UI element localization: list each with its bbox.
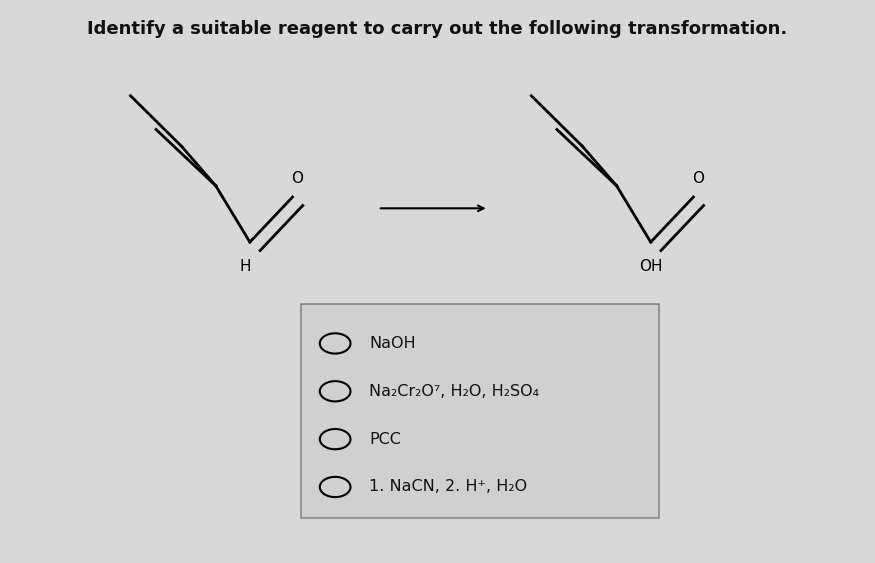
Text: H: H (240, 259, 251, 274)
Text: OH: OH (639, 259, 662, 274)
FancyBboxPatch shape (301, 304, 659, 518)
Text: PCC: PCC (369, 432, 401, 446)
Text: O: O (290, 171, 303, 186)
Text: O: O (691, 171, 704, 186)
Text: Identify a suitable reagent to carry out the following transformation.: Identify a suitable reagent to carry out… (88, 20, 788, 38)
Text: Na₂Cr₂O⁷, H₂O, H₂SO₄: Na₂Cr₂O⁷, H₂O, H₂SO₄ (369, 384, 539, 399)
Text: NaOH: NaOH (369, 336, 416, 351)
Text: 1. NaCN, 2. H⁺, H₂O: 1. NaCN, 2. H⁺, H₂O (369, 480, 528, 494)
